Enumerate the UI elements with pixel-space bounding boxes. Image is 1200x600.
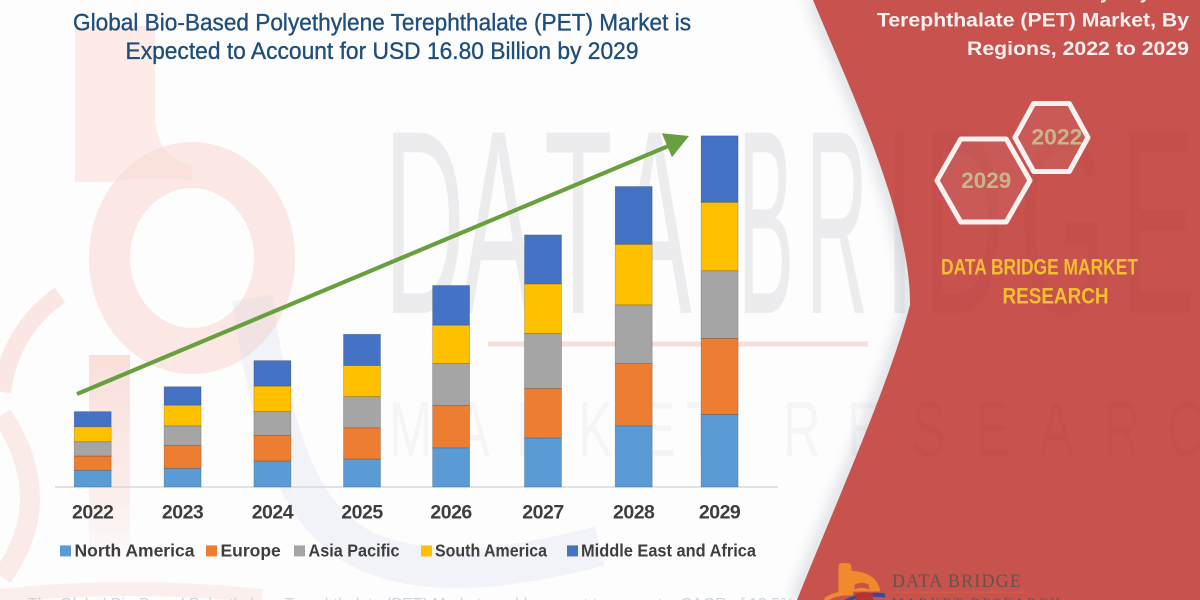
svg-text:MARKET RESEARCH: MARKET RESEARCH [892, 595, 1063, 600]
svg-text:2022: 2022 [72, 502, 114, 524]
svg-text:2023: 2023 [162, 502, 204, 524]
svg-text:R: R [806, 76, 868, 369]
svg-text:E: E [1121, 76, 1196, 369]
svg-text:RESEARCH: RESEARCH [1003, 284, 1109, 309]
svg-text:Regions, 2022 to 2029: Regions, 2022 to 2029 [967, 38, 1189, 60]
svg-text:Global Bio-Based Polyethylene: Global Bio-Based Polyethylene [904, 0, 1189, 4]
svg-text:The Global Bio-Based Polyethyl: The Global Bio-Based Polyethylene Tereph… [28, 596, 1180, 600]
svg-text:North America: North America [75, 541, 195, 561]
svg-text:S: S [911, 387, 946, 474]
svg-text:M: M [389, 387, 432, 474]
svg-text:G: G [1019, 76, 1106, 369]
svg-text:Asia Pacific: Asia Pacific [309, 541, 400, 561]
svg-text:R: R [1103, 387, 1141, 474]
svg-text:A: A [1039, 387, 1074, 474]
svg-text:Middle East and Africa: Middle East and Africa [581, 541, 756, 561]
svg-text:2026: 2026 [430, 502, 472, 524]
svg-text:2027: 2027 [522, 502, 563, 524]
svg-text:2022: 2022 [1031, 124, 1082, 149]
svg-text:Europe: Europe [221, 541, 282, 561]
svg-text:DATA BRIDGE: DATA BRIDGE [892, 571, 1022, 592]
svg-text:Terephthalate (PET) Market, By: Terephthalate (PET) Market, By [877, 10, 1189, 32]
svg-text:DATA BRIDGE MARKET: DATA BRIDGE MARKET [941, 255, 1138, 280]
svg-text:2025: 2025 [341, 502, 383, 524]
svg-text:2024: 2024 [252, 502, 294, 524]
svg-text:2029: 2029 [961, 168, 1011, 193]
svg-text:E: E [975, 387, 1010, 474]
svg-text:Global Bio-Based Polyethylene: Global Bio-Based Polyethylene Terephthal… [73, 10, 691, 37]
svg-text:A: A [461, 76, 536, 369]
svg-text:C: C [1167, 387, 1200, 474]
svg-text:2029: 2029 [699, 502, 741, 524]
svg-text:South America: South America [435, 541, 547, 561]
svg-text:Expected to Account for USD 16: Expected to Account for USD 16.80 Billio… [126, 38, 639, 65]
svg-text:B: B [738, 76, 794, 369]
svg-text:K: K [578, 387, 613, 474]
svg-text:R: R [783, 387, 821, 474]
svg-text:2028: 2028 [613, 502, 655, 524]
